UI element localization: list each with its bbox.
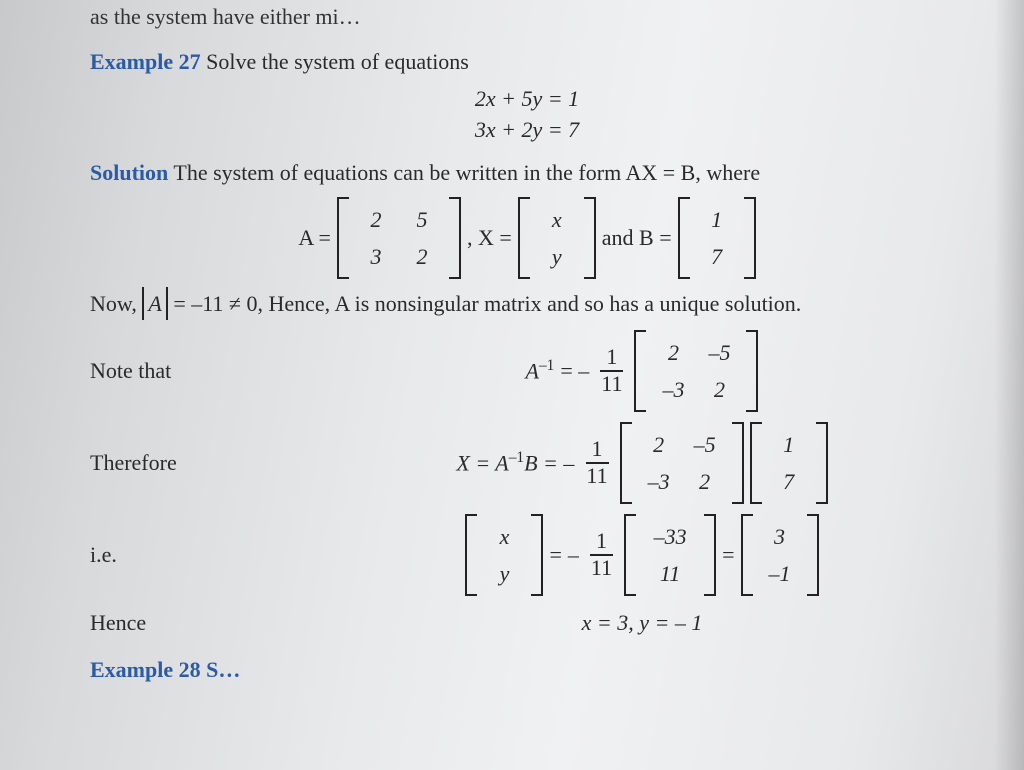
matrix-final: 3 –1 xyxy=(741,514,819,596)
matrix-xy: x y xyxy=(465,514,543,596)
solution-lead-text: The system of equations can be written i… xyxy=(173,160,760,185)
a-inverse-expr: A–1 = – 1 11 2–5 –32 xyxy=(523,330,762,412)
ie-label: i.e. xyxy=(90,538,320,571)
cutoff-line-bottom: Example 28 S… xyxy=(90,653,964,686)
x-equals-ainv-b: X = A–1B = – 1 11 2–5 –32 1 xyxy=(453,422,830,504)
note-that-label: Note that xyxy=(90,354,320,387)
matrix-A-inverse: 2–5 –32 xyxy=(634,330,758,412)
solution-label: Solution xyxy=(90,160,168,185)
equation-1: 2x + 5y = 1 xyxy=(90,84,964,115)
final-answer: x = 3, y = – 1 xyxy=(582,606,703,639)
therefore-row: Therefore X = A–1B = – 1 11 2–5 –32 xyxy=(90,422,964,504)
matrix-A: 25 32 xyxy=(337,197,461,279)
matrix-result: –33 11 xyxy=(624,514,716,596)
result-expr: x y = – 1 11 –33 11 xyxy=(462,514,821,596)
equation-block: 2x + 5y = 1 3x + 2y = 7 xyxy=(90,84,964,146)
det-pre: Now, xyxy=(90,291,142,316)
ie-row: i.e. x y = – 1 11 xyxy=(90,514,964,596)
det-mid: = –11 ≠ 0, Hence, A is nonsingular matri… xyxy=(173,291,801,316)
matrix-B: 1 7 xyxy=(678,197,756,279)
abs-A: A xyxy=(142,287,167,320)
example-label: Example 27 xyxy=(90,49,201,74)
textbook-page: as the system have either mi… Example 27… xyxy=(0,0,1024,686)
note-that-row: Note that A–1 = – 1 11 2–5 –32 xyxy=(90,330,964,412)
fraction-1-11-b: 1 11 xyxy=(580,437,613,487)
therefore-label: Therefore xyxy=(90,446,320,479)
X-equals: , X = xyxy=(467,221,512,254)
and-B-equals: and B = xyxy=(602,221,672,254)
solution-lead: Solution The system of equations can be … xyxy=(90,156,964,189)
A-equals: A = xyxy=(298,221,331,254)
fraction-1-11-c: 1 11 xyxy=(585,529,618,579)
equation-2: 3x + 2y = 7 xyxy=(90,115,964,146)
matrix-B-2: 1 7 xyxy=(750,422,828,504)
fraction-1-11: 1 11 xyxy=(595,345,628,395)
matrix-A-inverse-2: 2–5 –32 xyxy=(620,422,744,504)
hence-label: Hence xyxy=(90,606,320,639)
hence-row: Hence x = 3, y = – 1 xyxy=(90,606,964,639)
matrix-definitions: A = 25 32 , X = x y and B = xyxy=(90,197,964,279)
determinant-line: Now, A = –11 ≠ 0, Hence, A is nonsingula… xyxy=(90,287,964,320)
example-prompt: Solve the system of equations xyxy=(206,49,469,74)
cutoff-line-top: as the system have either mi… xyxy=(90,0,964,33)
example-heading: Example 27 Solve the system of equations xyxy=(90,45,964,78)
matrix-X: x y xyxy=(518,197,596,279)
